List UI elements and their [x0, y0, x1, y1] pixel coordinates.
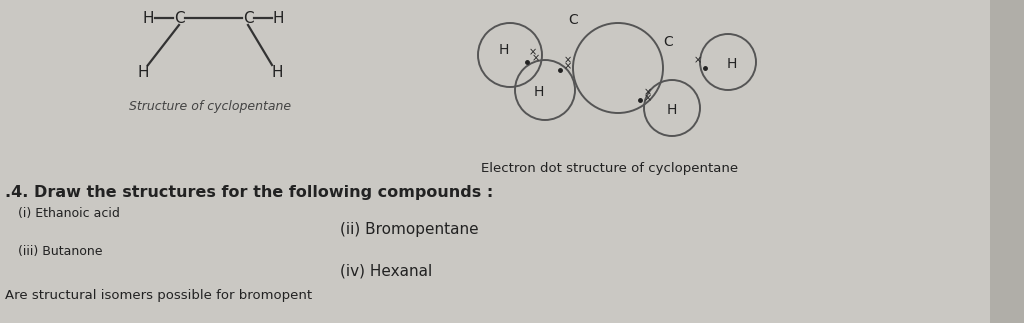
Text: .4. Draw the structures for the following compounds :: .4. Draw the structures for the followin… [5, 185, 494, 200]
Text: (i) Ethanoic acid: (i) Ethanoic acid [18, 207, 120, 220]
Text: H: H [272, 11, 284, 26]
Text: C: C [174, 11, 184, 26]
Text: Structure of cyclopentane: Structure of cyclopentane [129, 100, 291, 113]
Text: ×: × [644, 93, 652, 103]
Text: (iii) Butanone: (iii) Butanone [18, 245, 102, 258]
Text: H: H [534, 85, 544, 99]
FancyBboxPatch shape [990, 0, 1024, 323]
Text: ×: × [644, 87, 652, 97]
Text: ×: × [564, 61, 572, 71]
Text: ×: × [694, 55, 702, 65]
Text: (ii) Bromopentane: (ii) Bromopentane [340, 222, 478, 237]
Text: H: H [727, 57, 737, 71]
Text: (iv) Hexanal: (iv) Hexanal [340, 263, 432, 278]
Text: ×: × [529, 47, 537, 57]
Text: C: C [568, 13, 578, 27]
Text: C: C [243, 11, 253, 26]
Text: C: C [664, 35, 673, 49]
Text: Electron dot structure of cyclopentane: Electron dot structure of cyclopentane [481, 162, 738, 175]
Text: ×: × [564, 55, 572, 65]
Text: H: H [142, 11, 154, 26]
Text: ×: × [531, 53, 540, 63]
Text: H: H [271, 65, 283, 79]
Text: H: H [667, 103, 677, 117]
Text: H: H [137, 65, 148, 79]
Text: H: H [499, 43, 509, 57]
Text: Are structural isomers possible for bromo​pent: Are structural isomers possible for brom… [5, 289, 312, 302]
